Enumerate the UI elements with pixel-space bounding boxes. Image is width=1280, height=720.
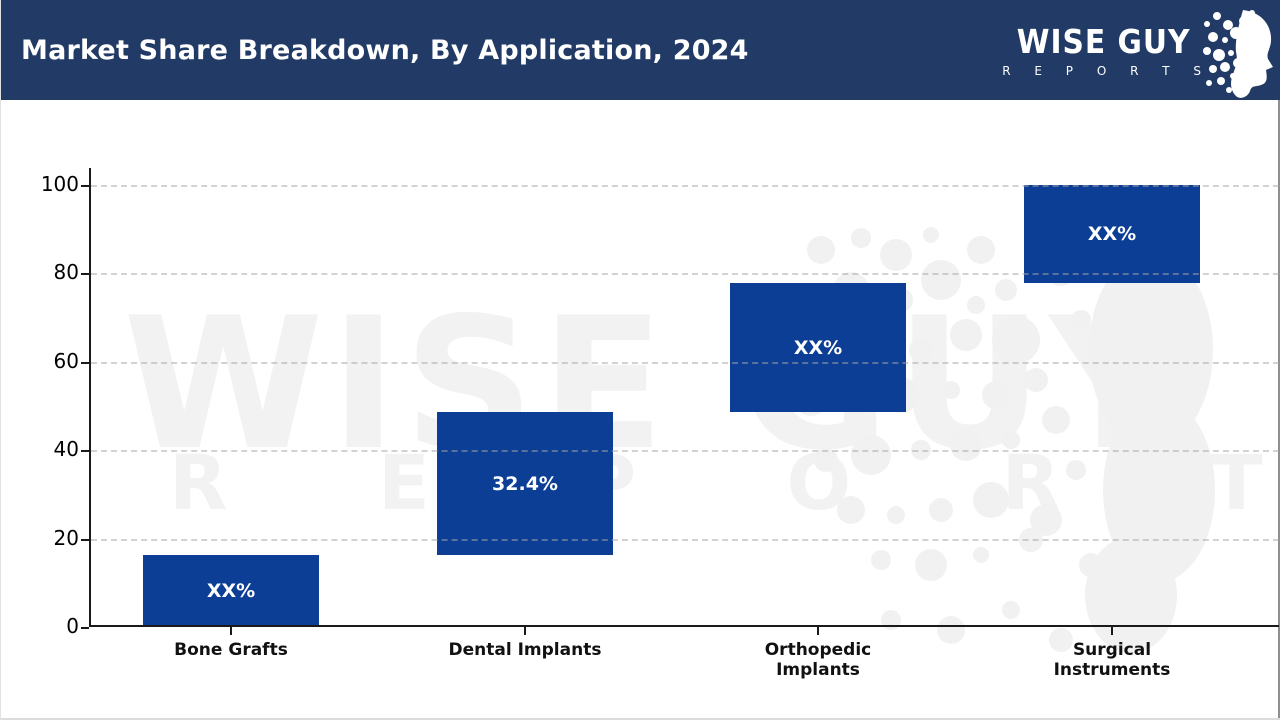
gridline-60 — [91, 361, 1279, 364]
y-tick-40 — [81, 450, 89, 453]
bar-dental-implants: 32.4% — [437, 412, 613, 556]
logo-text: WISE GUY R E P O R T S — [996, 22, 1211, 78]
y-tick-20 — [81, 538, 89, 541]
y-axis-line — [89, 168, 91, 627]
x-category-label: Dental Implants — [448, 640, 602, 660]
y-tick-60 — [81, 361, 89, 364]
bar-surgical-instruments: XX% — [1024, 185, 1200, 284]
gridline-20 — [91, 538, 1279, 541]
header-bar: Market Share Breakdown, By Application, … — [1, 0, 1280, 100]
y-tick-80 — [81, 273, 89, 276]
y-tick-0 — [81, 627, 89, 629]
x-tick-0 — [230, 627, 232, 635]
x-category-label: Surgical Instruments — [1053, 640, 1171, 681]
bar-value-label: XX% — [206, 580, 256, 603]
y-tick-label-0: 0 — [66, 614, 79, 638]
bar-value-label: XX% — [1087, 223, 1137, 246]
y-tick-label-20: 20 — [53, 525, 79, 550]
gridline-100 — [91, 185, 1279, 187]
bar-value-label: XX% — [793, 336, 843, 359]
watermark-dots-face — [795, 227, 1215, 653]
logo-wordmark: WISE GUY — [1016, 22, 1191, 61]
x-tick-2 — [817, 627, 819, 635]
watermark-subtitle: R E P O R T S — [169, 438, 1280, 527]
x-tick-1 — [524, 627, 526, 635]
gridline-80 — [91, 273, 1279, 276]
page-right-border — [1278, 100, 1280, 720]
logo-face-icon — [1203, 10, 1273, 98]
logo-subtitle: R E P O R T S — [1002, 64, 1211, 78]
watermark-wordmark: WISE GUY — [123, 278, 1188, 490]
bar-value-label: 32.4% — [492, 472, 558, 495]
bar-orthopedic-implants: XX% — [730, 283, 906, 413]
wiseguy-logo: WISE GUY R E P O R T S — [1002, 0, 1273, 100]
gridline-40 — [91, 450, 1279, 453]
page-title: Market Share Breakdown, By Application, … — [21, 34, 749, 66]
x-category-label: Bone Grafts — [174, 640, 288, 660]
y-tick-label-100: 100 — [40, 172, 79, 196]
x-tick-3 — [1111, 627, 1113, 635]
bar-bone-grafts: XX% — [143, 555, 319, 627]
y-tick-label-80: 80 — [53, 260, 79, 285]
y-tick-100 — [81, 185, 89, 187]
page-bottom-border — [1, 718, 1280, 720]
x-axis-line — [89, 625, 1279, 627]
y-tick-label-40: 40 — [53, 437, 79, 462]
x-category-label: Orthopedic Implants — [764, 640, 872, 681]
y-tick-label-60: 60 — [53, 348, 79, 373]
